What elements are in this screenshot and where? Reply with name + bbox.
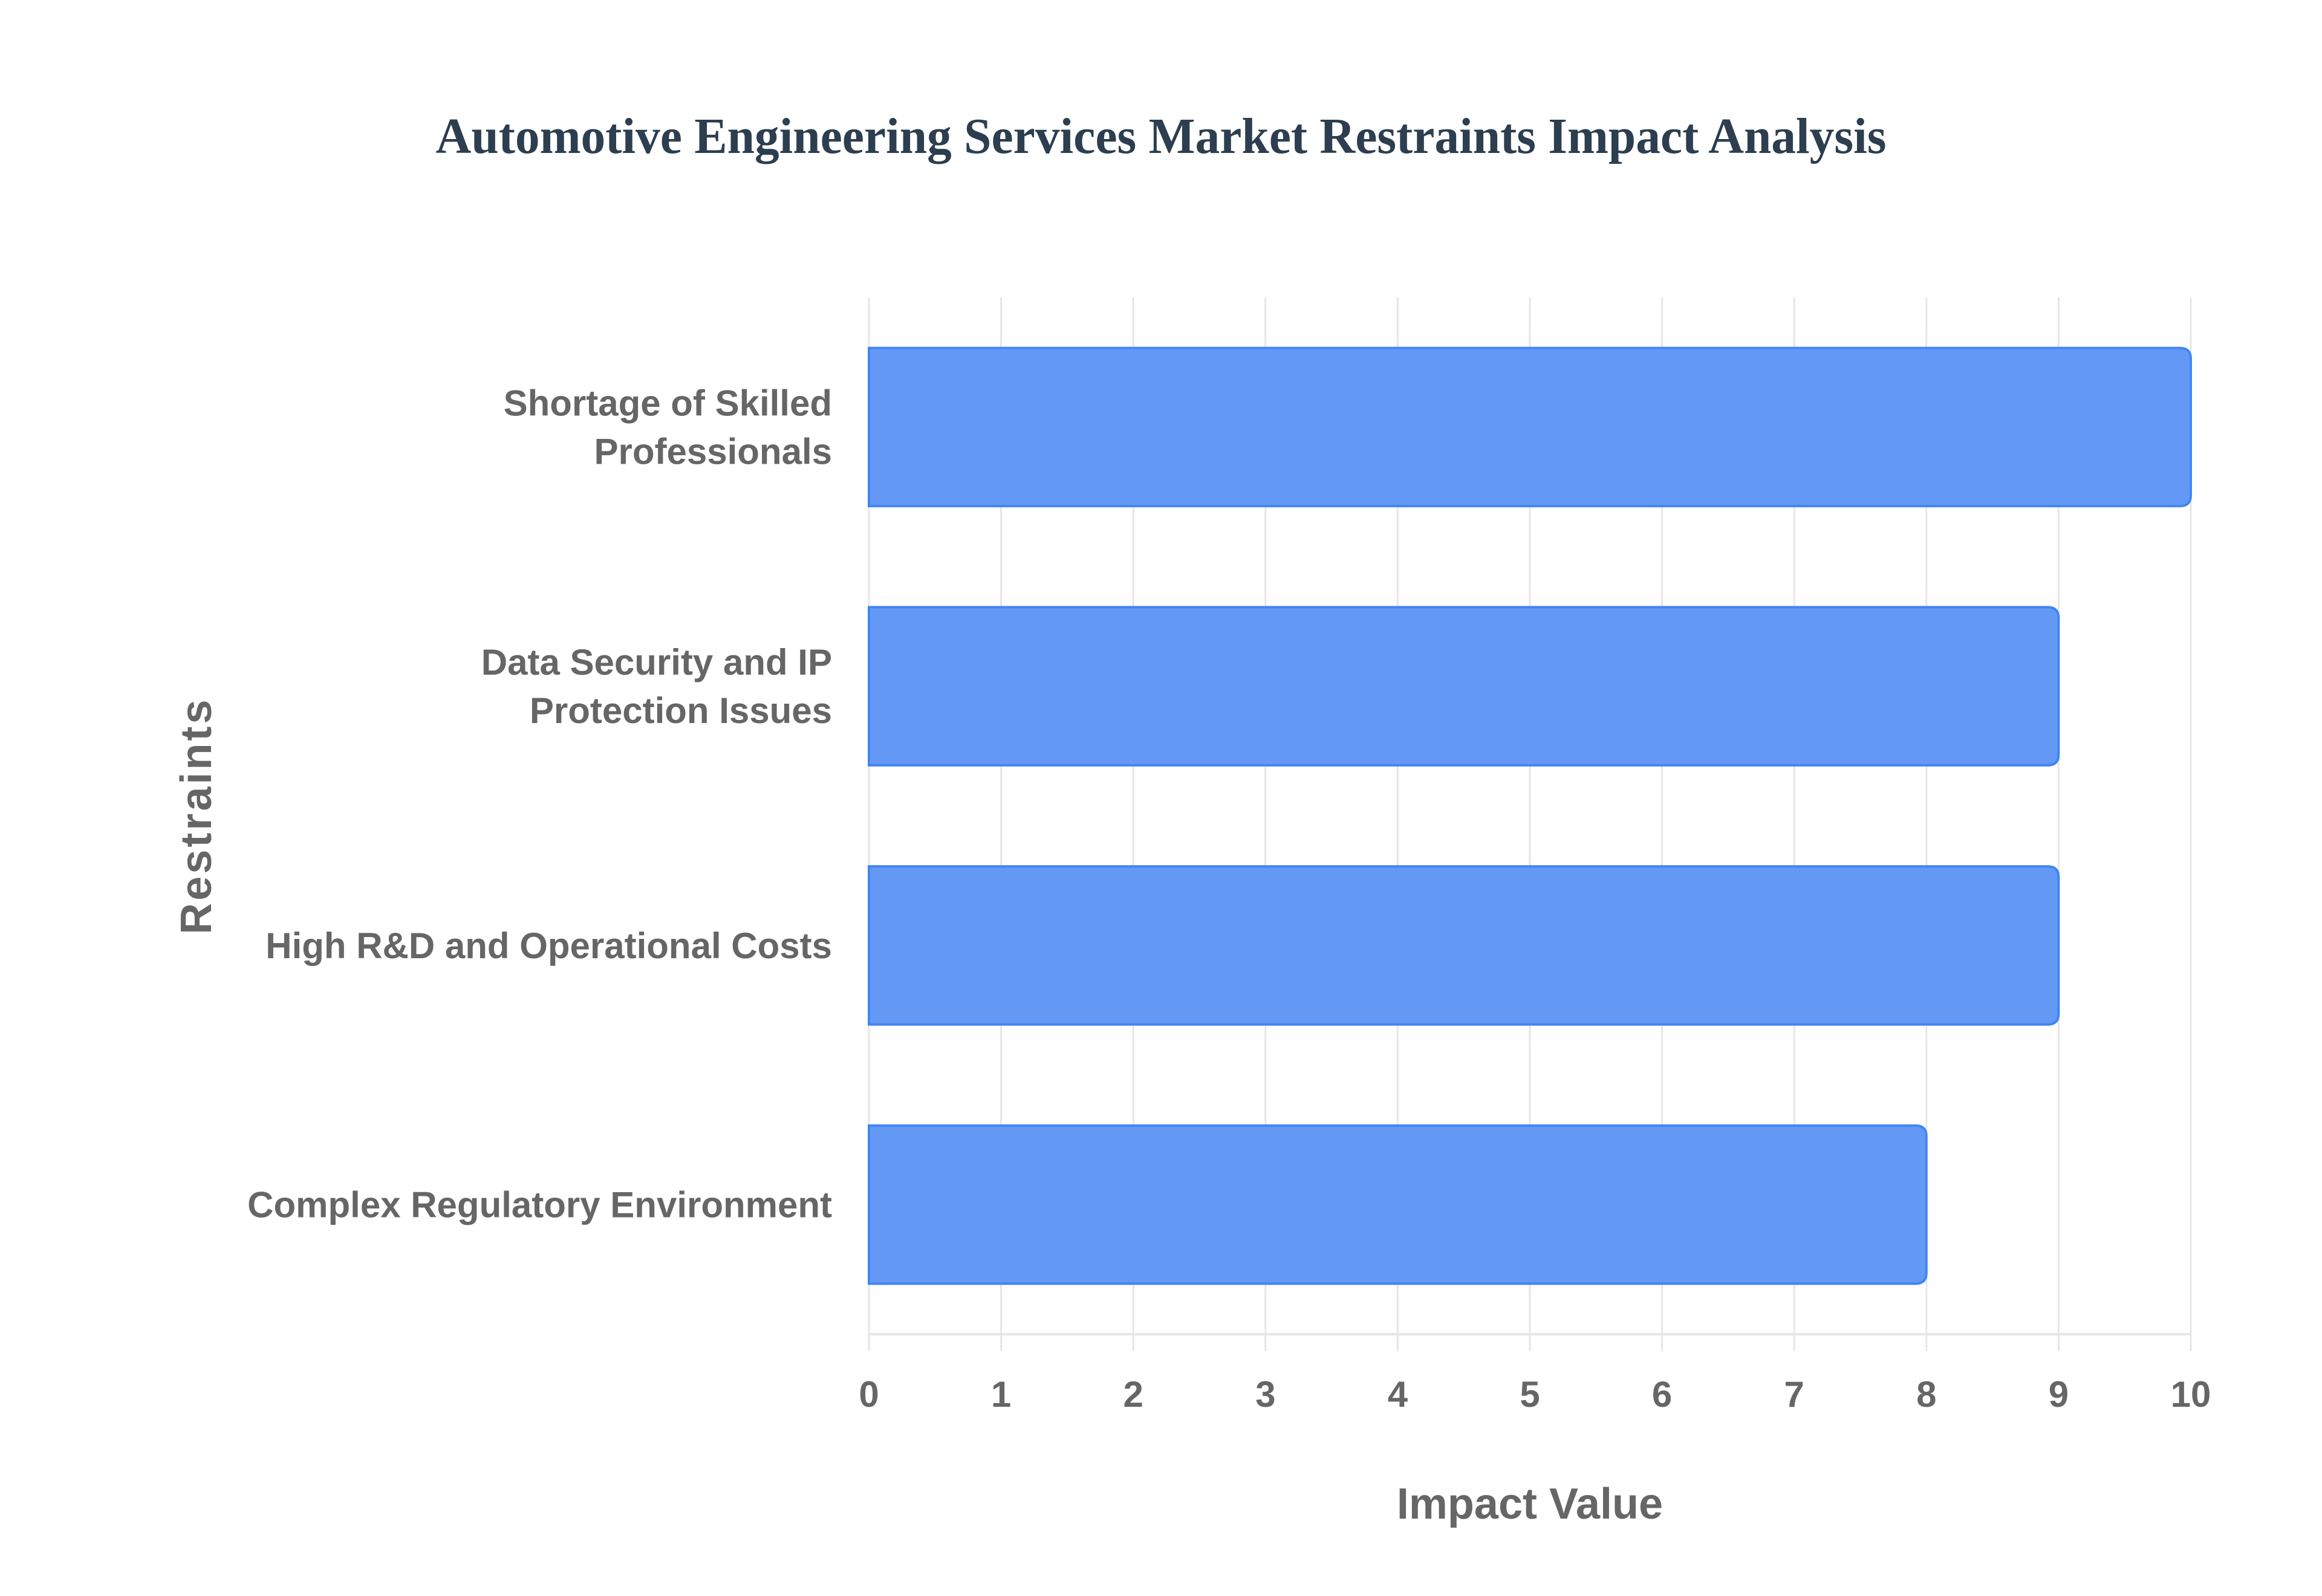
- x-tick-label: 8: [1916, 1374, 1936, 1415]
- y-axis-categories: Shortage of Skilled Professionals Data Sec…: [247, 383, 832, 1225]
- x-tick-label: 4: [1388, 1374, 1408, 1415]
- x-tick-label: 10: [2171, 1374, 2211, 1415]
- x-tick-label: 3: [1255, 1374, 1275, 1415]
- x-tick-label: 6: [1652, 1374, 1672, 1415]
- y-axis-title: Restraints: [172, 697, 221, 934]
- x-tick-label: 7: [1784, 1374, 1804, 1415]
- bar[interactable]: [868, 865, 2060, 1026]
- category-label: High R&D and Operational Costs: [265, 926, 832, 966]
- bars: [868, 346, 2192, 1285]
- x-tick-label: 5: [1520, 1374, 1540, 1415]
- bar[interactable]: [868, 346, 2192, 508]
- x-tick-label: 0: [859, 1374, 879, 1415]
- category-label: Shortage of Skilled Professionals: [504, 383, 832, 472]
- x-axis-ticks: 0 1 2 3 4 5 6 7 8 9 10: [859, 1374, 2211, 1415]
- chart-title: Automotive Engineering Services Market R…: [435, 108, 1887, 164]
- x-tick-label: 1: [991, 1374, 1011, 1415]
- bar[interactable]: [868, 1124, 1928, 1285]
- category-label: Data Security and IP Protection Issues: [481, 642, 832, 731]
- bar[interactable]: [868, 606, 2060, 767]
- x-tick-label: 2: [1124, 1374, 1143, 1415]
- category-label: Complex Regulatory Environment: [247, 1185, 832, 1225]
- x-tick-label: 9: [2049, 1374, 2069, 1415]
- x-axis-title: Impact Value: [1397, 1480, 1663, 1528]
